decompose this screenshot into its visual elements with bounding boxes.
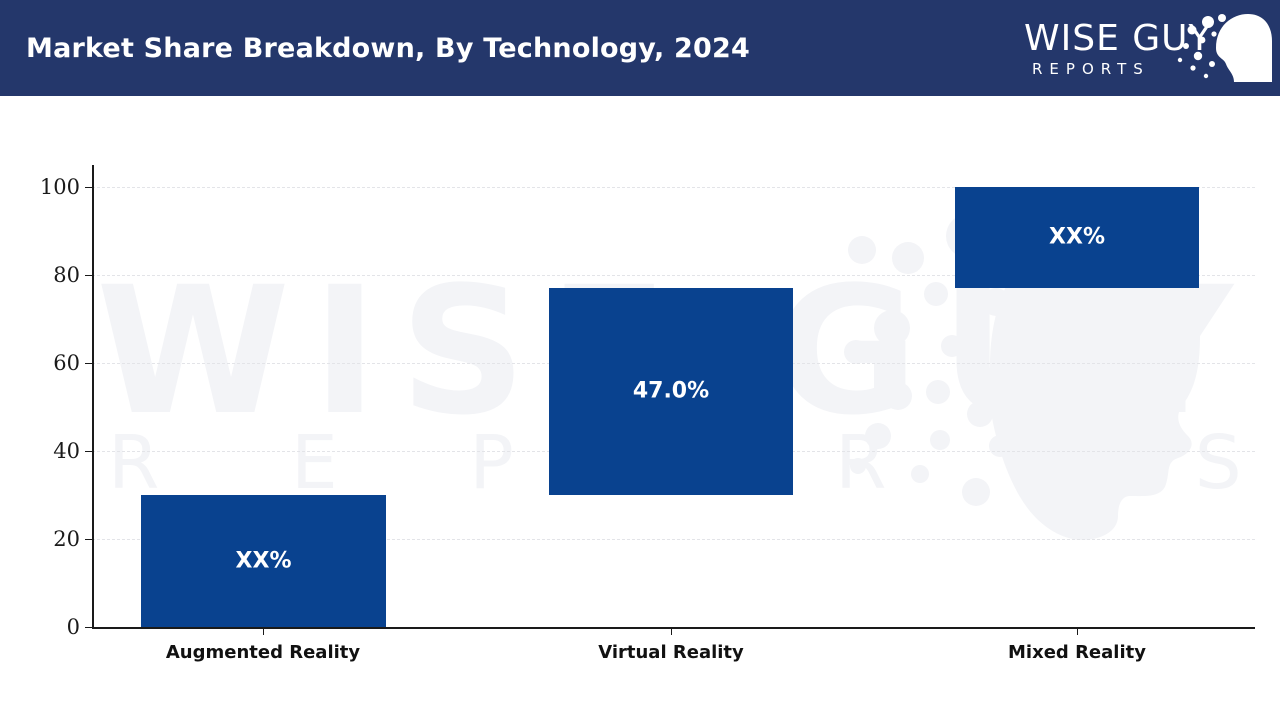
x-tick-label-mixed-reality: Mixed Reality — [1008, 642, 1146, 663]
gridline-100 — [92, 187, 1255, 188]
svg-text:WISE GUY: WISE GUY — [1024, 18, 1212, 59]
y-tick-label-0: 0 — [66, 615, 80, 639]
bar-mixed-reality[interactable]: XX% — [955, 187, 1199, 288]
x-tick-label-virtual-reality: Virtual Reality — [598, 642, 744, 663]
page-title: Market Share Breakdown, By Technology, 2… — [26, 33, 751, 64]
x-tick-label-augmented-reality: Augmented Reality — [165, 642, 361, 663]
chart-canvas: WISE GUY R E P O R T S — [0, 96, 1280, 720]
x-tick-mark-virtual-reality — [671, 627, 672, 635]
x-tick-mark-mixed-reality — [1077, 627, 1078, 635]
y-tick-label-40: 40 — [53, 439, 80, 463]
y-tick-mark-20 — [85, 539, 93, 540]
gridline-80 — [92, 275, 1255, 276]
x-axis — [92, 627, 1255, 629]
bar-label-virtual-reality: 47.0% — [632, 378, 710, 404]
y-tick-label-20: 20 — [53, 527, 80, 551]
bar-virtual-reality[interactable]: 47.0% — [549, 288, 793, 495]
bar-label-mixed-reality: XX% — [1049, 224, 1105, 250]
header-band: Market Share Breakdown, By Technology, 2… — [0, 0, 1280, 96]
gridline-20 — [92, 539, 1255, 540]
y-tick-mark-80 — [85, 275, 93, 276]
y-tick-label-80: 80 — [53, 263, 80, 287]
y-tick-mark-40 — [85, 451, 93, 452]
y-tick-mark-0 — [85, 627, 93, 628]
y-tick-mark-60 — [85, 363, 93, 364]
bar-augmented-reality[interactable]: XX% — [141, 495, 386, 627]
wise-guy-reports-logo: WISE GUY REPORTS — [1020, 8, 1272, 88]
plot-area: 100 80 60 40 20 0 XX% Augmented Reality … — [0, 96, 1280, 720]
x-tick-mark-augmented-reality — [263, 627, 264, 635]
y-tick-mark-100 — [85, 187, 93, 188]
y-tick-label-60: 60 — [53, 351, 80, 375]
y-tick-label-100: 100 — [39, 175, 80, 199]
y-axis — [92, 165, 94, 627]
bar-label-augmented-reality: XX% — [235, 548, 292, 574]
svg-text:REPORTS: REPORTS — [1032, 60, 1150, 78]
